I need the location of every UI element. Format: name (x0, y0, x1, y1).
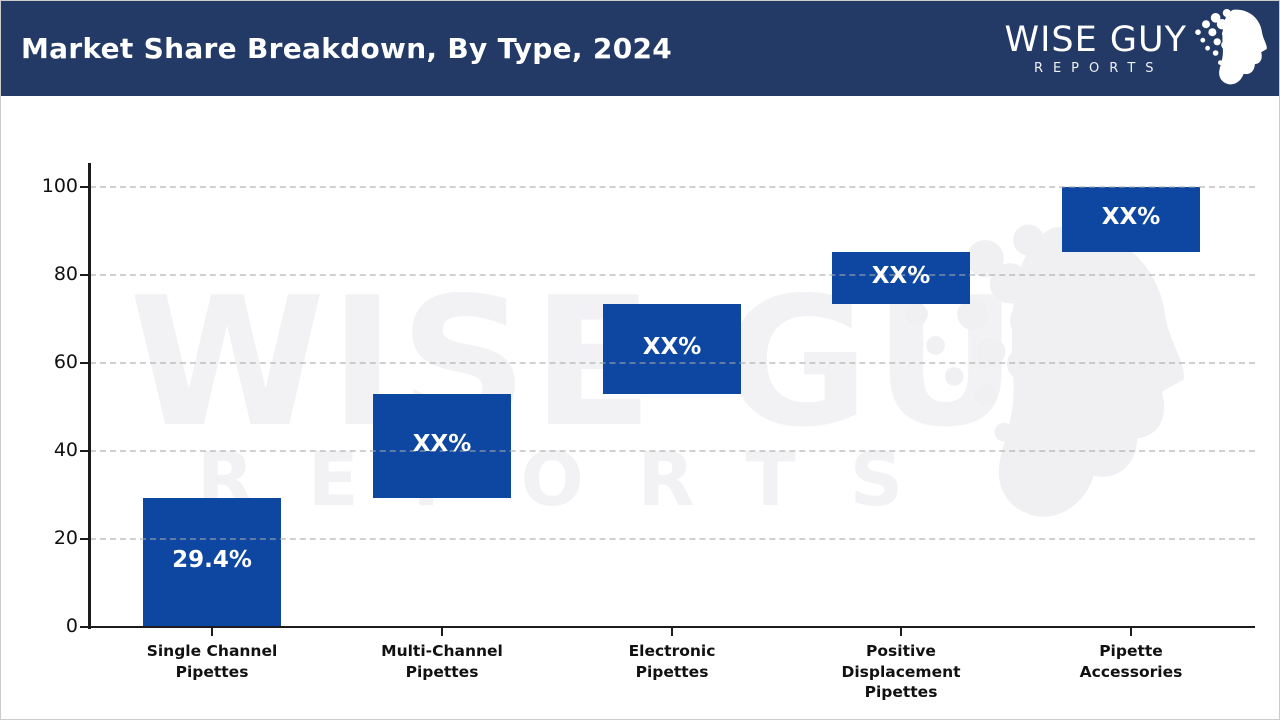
watermark-head-profile-icon (906, 224, 1184, 517)
x-tick (671, 628, 674, 636)
y-tick-0 (80, 626, 88, 629)
bar-segment (603, 303, 741, 394)
bar-value-label: XX% (642, 333, 702, 360)
gridline-80 (90, 274, 1255, 276)
x-tick (441, 628, 444, 636)
x-axis-line (88, 625, 1255, 629)
y-axis-line (88, 163, 91, 629)
y-tick-label-40: 40 (53, 439, 78, 461)
bar-value-label: XX% (1101, 204, 1161, 231)
y-tick-label-20: 20 (53, 527, 78, 549)
bar-segment (373, 393, 511, 498)
y-tick-label-60: 60 (53, 351, 78, 373)
y-tick-60 (80, 362, 88, 365)
y-tick-label-100: 100 (41, 175, 78, 197)
y-tick-100 (80, 186, 88, 189)
x-tick (211, 628, 214, 636)
bar-value-label: XX% (871, 262, 931, 289)
x-tick (900, 628, 903, 636)
bar-segment (832, 251, 970, 304)
header-bar: Market Share Breakdown, By Type, 2024 WI… (1, 1, 1279, 96)
brand-subname: REPORTS (1033, 60, 1164, 76)
gridline-100 (90, 186, 1255, 188)
bar-value-label: 29.4% (172, 547, 252, 574)
brand-logo: WISE GUY REPORTS (1004, 5, 1271, 93)
gridline-20 (90, 538, 1255, 540)
x-tick (1130, 628, 1133, 636)
x-category-label: Electronic Pipettes (628, 642, 716, 681)
brand-name: WISE GUY (1004, 19, 1187, 60)
bar-value-label: XX% (412, 430, 472, 457)
gridline-40 (90, 450, 1255, 452)
brand-logo-text: WISE GUY REPORTS (1004, 22, 1187, 75)
x-category-label: Positive Displacement Pipettes (841, 642, 961, 701)
y-tick-80 (80, 274, 88, 277)
bar-segment (1062, 187, 1200, 252)
y-tick-20 (80, 538, 88, 541)
gridline-60 (90, 362, 1255, 364)
y-tick-40 (80, 450, 88, 453)
y-tick-label-0: 0 (65, 615, 78, 637)
head-profile-icon (1195, 8, 1267, 84)
x-category-label: Multi-Channel Pipettes (381, 642, 503, 681)
x-category-label: Pipette Accessories (1079, 642, 1183, 681)
x-category-label: Single Channel Pipettes (146, 642, 278, 681)
bar-segment (143, 497, 281, 627)
page-title: Market Share Breakdown, By Type, 2024 (21, 32, 673, 65)
y-tick-label-80: 80 (53, 263, 78, 285)
